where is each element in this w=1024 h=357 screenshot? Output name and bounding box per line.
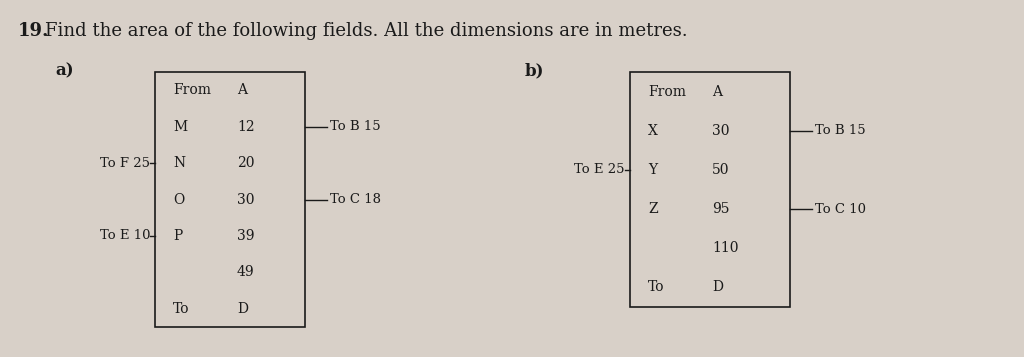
Text: b): b) <box>525 62 545 79</box>
Text: To B 15: To B 15 <box>330 120 381 133</box>
Text: To E 25: To E 25 <box>574 164 625 176</box>
Text: 39: 39 <box>237 229 255 243</box>
Text: O: O <box>173 192 184 206</box>
Text: Z: Z <box>648 202 657 216</box>
Text: Find the area of the following fields. All the dimensions are in metres.: Find the area of the following fields. A… <box>45 22 688 40</box>
Text: D: D <box>237 302 248 316</box>
Text: P: P <box>173 229 182 243</box>
Text: 95: 95 <box>712 202 729 216</box>
Text: 49: 49 <box>237 265 255 280</box>
Text: To C 18: To C 18 <box>330 193 381 206</box>
Text: To B 15: To B 15 <box>815 124 865 137</box>
Text: 19.: 19. <box>18 22 49 40</box>
Text: a): a) <box>55 62 74 79</box>
Text: A: A <box>712 85 722 99</box>
Text: 20: 20 <box>237 156 255 170</box>
Text: From: From <box>648 85 686 99</box>
Text: To: To <box>173 302 189 316</box>
Text: N: N <box>173 156 185 170</box>
Text: To C 10: To C 10 <box>815 202 866 216</box>
Text: X: X <box>648 124 657 138</box>
Text: 50: 50 <box>712 163 729 177</box>
Text: M: M <box>173 120 187 134</box>
Text: To E 10: To E 10 <box>99 230 150 242</box>
Text: Y: Y <box>648 163 657 177</box>
Text: To: To <box>648 280 665 295</box>
Text: A: A <box>237 83 247 97</box>
Text: 110: 110 <box>712 241 738 255</box>
Text: D: D <box>712 280 723 295</box>
Text: From: From <box>173 83 211 97</box>
Text: 12: 12 <box>237 120 255 134</box>
Text: 30: 30 <box>712 124 729 138</box>
Text: 30: 30 <box>237 192 255 206</box>
Text: To F 25: To F 25 <box>100 157 150 170</box>
